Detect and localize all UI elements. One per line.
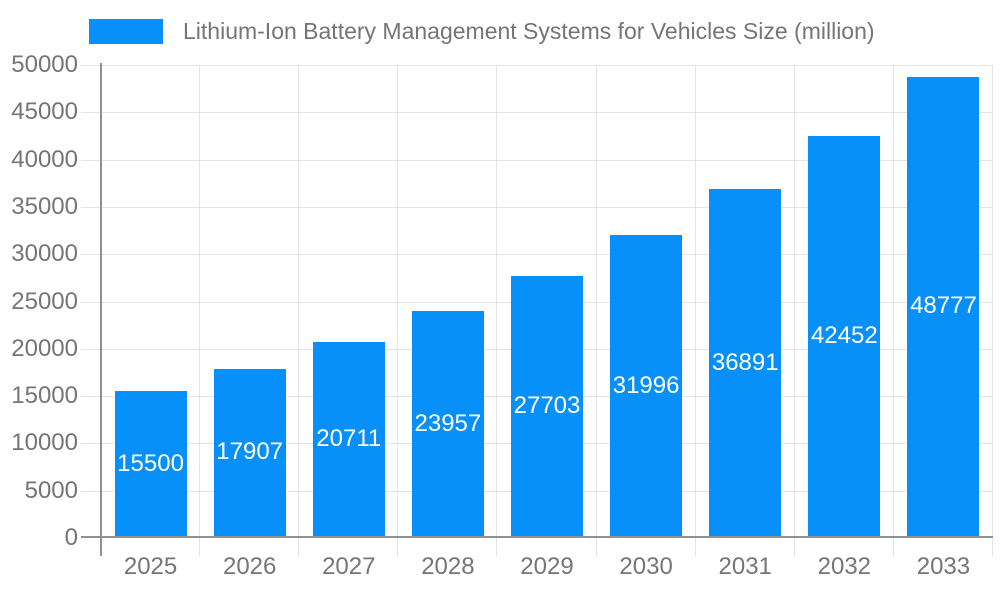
legend-label: Lithium-Ion Battery Management Systems f…	[183, 17, 875, 44]
x-tick-label: 2031	[718, 553, 772, 580]
x-axis-line	[81, 536, 993, 538]
x-tick-label: 2032	[817, 553, 872, 580]
x-tick-label: 2030	[619, 553, 673, 580]
bar-2028[interactable]: 23957	[411, 311, 484, 536]
x-gridline	[199, 65, 201, 556]
bar-2029[interactable]: 27703	[511, 275, 583, 536]
x-tick-label: 2029	[520, 553, 574, 580]
y-tick-label: 20000	[11, 334, 78, 362]
x-tick-label: 2028	[421, 553, 475, 580]
x-gridline	[892, 65, 894, 556]
bar-value-label: 42452	[810, 322, 878, 350]
y-tick-label: 35000	[11, 192, 78, 220]
bar-2030[interactable]: 31996	[610, 235, 683, 536]
x-gridline	[595, 65, 597, 556]
bar-2033[interactable]: 48777	[907, 76, 980, 536]
y-gridline	[81, 159, 993, 161]
y-tick-label: 45000	[11, 98, 78, 126]
y-axis-line	[100, 63, 102, 556]
bar-2027[interactable]: 20711	[312, 342, 385, 536]
y-tick-label: 25000	[11, 287, 78, 315]
x-tick-label: 2026	[222, 553, 277, 580]
y-gridline	[81, 254, 993, 256]
x-tick-label: 2025	[123, 553, 178, 580]
bar-value-label: 48777	[910, 292, 977, 320]
x-gridline	[992, 65, 993, 556]
x-gridline	[298, 65, 300, 556]
bar-value-label: 27703	[513, 391, 581, 419]
x-tick-label: 2027	[322, 553, 376, 580]
bar-value-label: 15500	[117, 449, 184, 477]
y-tick-label: 5000	[24, 476, 78, 504]
y-gridline	[81, 112, 993, 114]
y-gridline	[81, 206, 993, 208]
bar-value-label: 17907	[216, 438, 284, 466]
legend-item[interactable]: Lithium-Ion Battery Management Systems f…	[89, 17, 875, 45]
x-gridline	[496, 65, 498, 556]
bar-2025[interactable]: 15500	[114, 391, 187, 536]
y-tick-label: 10000	[11, 429, 78, 457]
y-tick-label: 15000	[11, 382, 78, 410]
bar-value-label: 20711	[316, 425, 382, 453]
x-gridline	[694, 65, 696, 556]
x-gridline	[397, 65, 399, 556]
legend-swatch-icon	[89, 18, 163, 44]
bar-2026[interactable]: 17907	[213, 368, 286, 536]
y-tick-label: 40000	[11, 145, 78, 173]
plot-area: 15500 17907 20711 23957 27703 31996 36891 42452…	[81, 63, 993, 556]
y-tick-label: 50000	[11, 51, 78, 78]
y-tick-label: 0	[64, 524, 78, 551]
x-gridline	[793, 65, 795, 556]
bar-value-label: 23957	[414, 409, 482, 437]
y-gridline	[81, 65, 993, 66]
bar-2031[interactable]: 36891	[709, 189, 782, 536]
x-tick-label: 2033	[916, 553, 971, 580]
bar-value-label: 36891	[711, 348, 779, 376]
bar-2032[interactable]: 42452	[808, 136, 881, 536]
bar-value-label: 31996	[612, 371, 680, 399]
y-tick-label: 30000	[11, 240, 78, 268]
